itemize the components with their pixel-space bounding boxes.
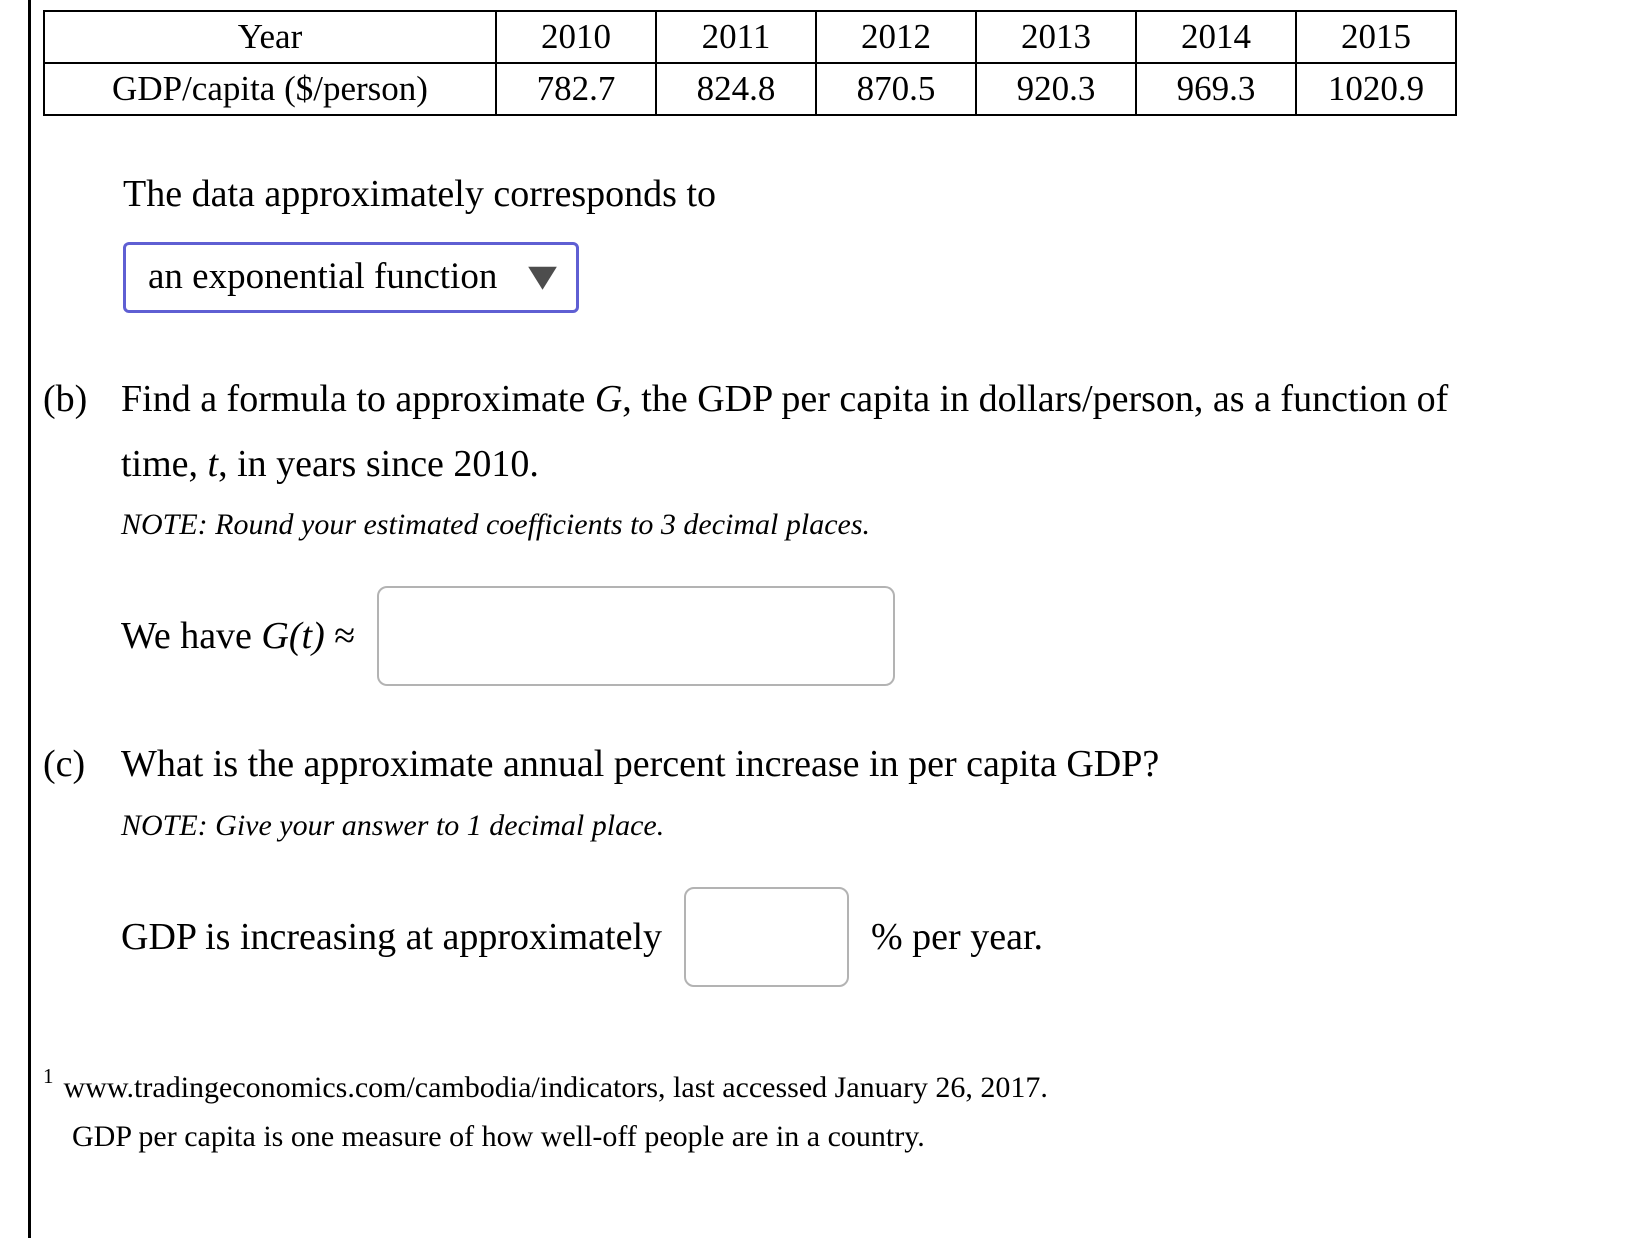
chevron-down-icon: ▼ (528, 258, 558, 294)
dropdown-selected-value: an exponential function (148, 256, 498, 297)
table-row: GDP/capita ($/person) 782.7 824.8 870.5 … (43, 62, 1457, 116)
math-expr-Gt: G(t) (261, 615, 325, 658)
part-b-prompt: Find a formula to approximate G, the GDP… (121, 367, 1461, 496)
part-b-prompt-text-1: Find a formula to approximate (121, 378, 595, 420)
gdp-cell: 920.3 (975, 62, 1137, 116)
part-b-label: (b) (43, 378, 88, 420)
gdp-cell: 969.3 (1135, 62, 1297, 116)
math-var-t: t (207, 442, 219, 485)
year-cell: 2011 (655, 10, 817, 64)
year-cell: 2013 (975, 10, 1137, 64)
part-b-prompt-text-3: , in years since 2010. (218, 442, 539, 485)
part-b-section: (b) Find a formula to approximate G, the… (43, 367, 1614, 687)
part-c-prompt: What is the approximate annual percent i… (121, 743, 1160, 786)
part-b-prompt-text-2: , the GDP per capita in dollars/person, … (121, 378, 1449, 485)
gdp-cell: 870.5 (815, 62, 977, 116)
table-row: Year 2010 2011 2012 2013 2014 2015 (43, 10, 1457, 64)
percent-input[interactable] (684, 886, 850, 987)
function-type-dropdown[interactable]: an exponential function ▼ (123, 242, 580, 313)
gdp-cell: 782.7 (495, 62, 657, 116)
year-cell: 2010 (495, 10, 657, 64)
percent-answer-row: GDP is increasing at approximately % per… (121, 886, 1159, 987)
part-a-section: The data approximately corresponds to an… (123, 172, 1614, 313)
math-var-G: G (594, 378, 623, 420)
year-row-label: Year (43, 10, 497, 64)
year-cell: 2014 (1135, 10, 1297, 64)
part-a-prompt: The data approximately corresponds to (123, 173, 717, 215)
formula-answer-label: We have G(t) ≈ (121, 614, 355, 658)
year-cell: 2015 (1295, 10, 1457, 64)
gdp-row-label: GDP/capita ($/person) (43, 62, 497, 116)
percent-answer-suffix: % per year. (871, 915, 1043, 958)
footnote: 1 www.tradingeconomics.com/cambodia/indic… (43, 1059, 1614, 1162)
year-cell: 2012 (815, 10, 977, 64)
footnote-source-text: www.tradingeconomics.com/cambodia/indica… (63, 1070, 1048, 1104)
formula-input[interactable] (377, 586, 896, 687)
gdp-table: Year 2010 2011 2012 2013 2014 2015 GDP/c… (43, 10, 1457, 116)
part-c-note: NOTE: Give your answer to 1 decimal plac… (121, 808, 665, 842)
part-b-note: NOTE: Round your estimated coefficients … (121, 508, 871, 542)
gdp-cell: 824.8 (655, 62, 817, 116)
gdp-cell: 1020.9 (1295, 62, 1457, 116)
footnote-line-1: 1 www.tradingeconomics.com/cambodia/indic… (43, 1059, 1614, 1113)
approx-symbol: ≈ (324, 615, 356, 658)
percent-answer-label: GDP is increasing at approximately (121, 915, 663, 958)
footnote-line-2: GDP per capita is one measure of how wel… (72, 1120, 925, 1154)
problem-page: Year 2010 2011 2012 2013 2014 2015 GDP/c… (28, 0, 1634, 1238)
footnote-marker: 1 (43, 1063, 54, 1088)
formula-label-text: We have (121, 615, 262, 658)
formula-answer-row: We have G(t) ≈ (121, 586, 1461, 687)
part-c-section: (c) What is the approximate annual perce… (43, 732, 1614, 987)
part-c-label: (c) (43, 743, 86, 786)
